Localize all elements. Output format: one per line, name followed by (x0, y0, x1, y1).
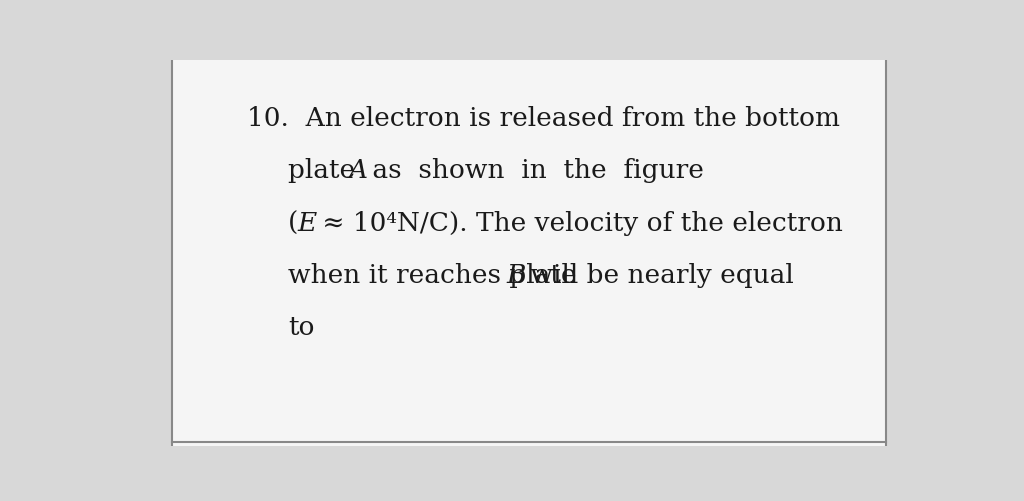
Text: 10.  An electron is released from the bottom: 10. An electron is released from the bot… (247, 106, 840, 131)
Text: ≈ 10⁴N/C). The velocity of the electron: ≈ 10⁴N/C). The velocity of the electron (314, 210, 844, 235)
Text: E: E (298, 210, 317, 235)
Text: plate: plate (289, 158, 364, 183)
Text: (: ( (289, 210, 299, 235)
Text: as  shown  in  the  figure: as shown in the figure (365, 158, 705, 183)
Bar (172, 60, 886, 446)
Text: when it reaches plate: when it reaches plate (289, 263, 585, 288)
Text: to: to (289, 315, 314, 340)
Text: B: B (507, 263, 526, 288)
Text: will be nearly equal: will be nearly equal (522, 263, 795, 288)
Text: A: A (348, 158, 367, 183)
